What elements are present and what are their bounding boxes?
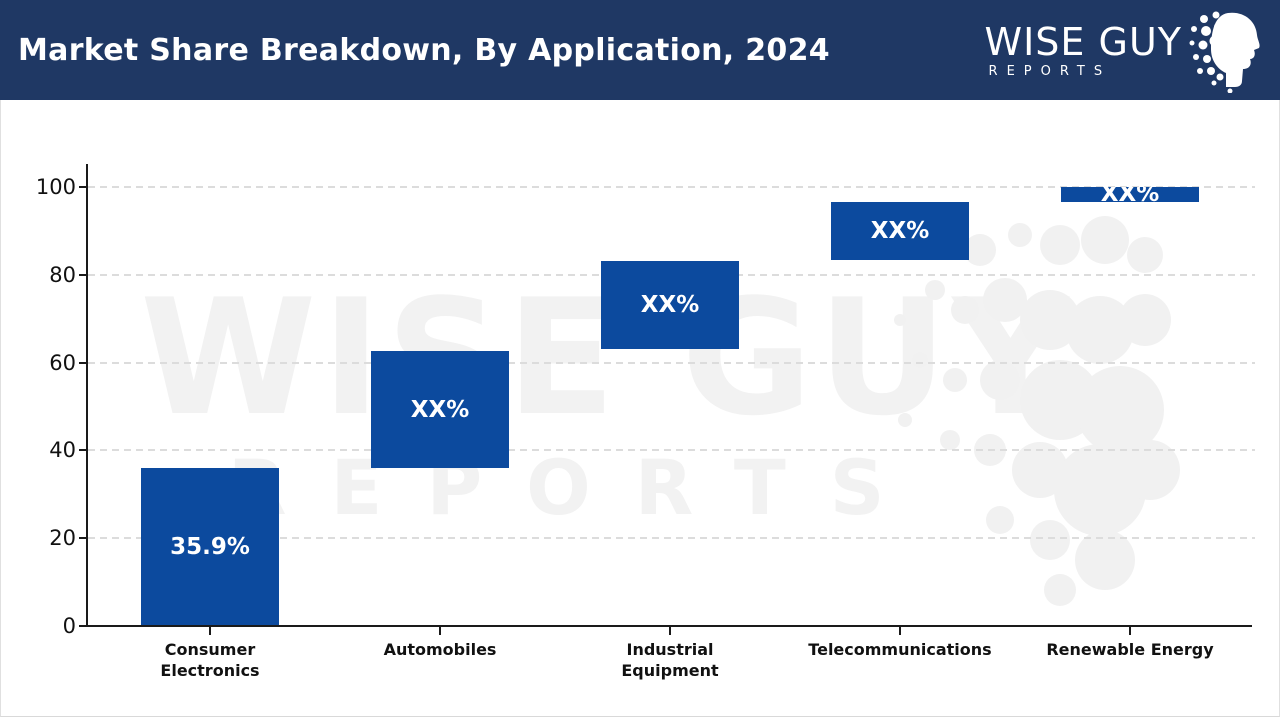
page-title: Market Share Breakdown, By Application, … xyxy=(18,32,830,68)
category-label-renewable-energy: Renewable Energy xyxy=(1046,640,1214,659)
brand-subtitle: REPORTS xyxy=(988,63,1112,79)
y-tick-label-80: 80 xyxy=(49,262,76,287)
y-tick-label-60: 60 xyxy=(49,350,76,375)
brand-name: WISE GUY xyxy=(984,19,1182,64)
bar-renewable-energy: XX% xyxy=(1061,187,1199,202)
bar-industrial-equipment: XX% xyxy=(601,261,739,350)
watermark-subtitle-text: REPORTS xyxy=(228,443,929,532)
x-tick-industrial-equipment xyxy=(669,627,671,635)
category-label-industrial-equipment: Industrial Equipment xyxy=(621,640,719,680)
bar-consumer-electronics: 35.9% xyxy=(141,468,279,626)
bar-value-label-telecommunications: XX% xyxy=(870,218,930,245)
bar-telecommunications: XX% xyxy=(831,201,969,261)
x-tick-automobiles xyxy=(439,627,441,635)
dotted-head-logo-icon xyxy=(1189,11,1260,93)
y-tick-label-0: 0 xyxy=(62,614,76,638)
gridline-60 xyxy=(88,361,1255,364)
bar-value-label-renewable-energy: XX% xyxy=(1100,187,1160,202)
y-tick-0 xyxy=(79,625,87,627)
y-tick-label-20: 20 xyxy=(49,526,76,551)
gridline-40 xyxy=(88,449,1255,452)
x-axis-line xyxy=(86,625,1252,627)
bar-value-label-automobiles: XX% xyxy=(410,396,470,423)
brand-logo: WISE GUY REPORTS xyxy=(985,7,1266,93)
bar-value-label-consumer-electronics: 35.9% xyxy=(170,534,250,561)
gridline-100 xyxy=(88,186,1255,188)
category-label-automobiles: Automobiles xyxy=(383,640,497,659)
x-tick-telecommunications xyxy=(899,627,901,635)
y-tick-100 xyxy=(79,186,87,188)
watermark-head-icon xyxy=(894,216,1180,606)
brand-logo-text: WISE GUY REPORTS xyxy=(985,23,1182,78)
bar-value-label-industrial-equipment: XX% xyxy=(640,292,700,319)
y-tick-40 xyxy=(79,449,87,452)
y-tick-label-100: 100 xyxy=(35,175,76,199)
x-tick-consumer-electronics xyxy=(209,627,211,635)
y-tick-label-40: 40 xyxy=(49,438,76,463)
y-tick-60 xyxy=(79,361,87,364)
x-tick-renewable-energy xyxy=(1129,627,1131,635)
y-tick-20 xyxy=(79,537,87,540)
y-tick-80 xyxy=(79,273,87,276)
header-bar: Market Share Breakdown, By Application, … xyxy=(0,0,1280,100)
y-axis-line xyxy=(86,164,88,626)
gridline-20 xyxy=(88,537,1255,540)
category-label-consumer-electronics: Consumer Electronics xyxy=(160,640,260,680)
bar-automobiles: XX% xyxy=(371,350,509,469)
category-label-telecommunications: Telecommunications xyxy=(808,640,992,659)
